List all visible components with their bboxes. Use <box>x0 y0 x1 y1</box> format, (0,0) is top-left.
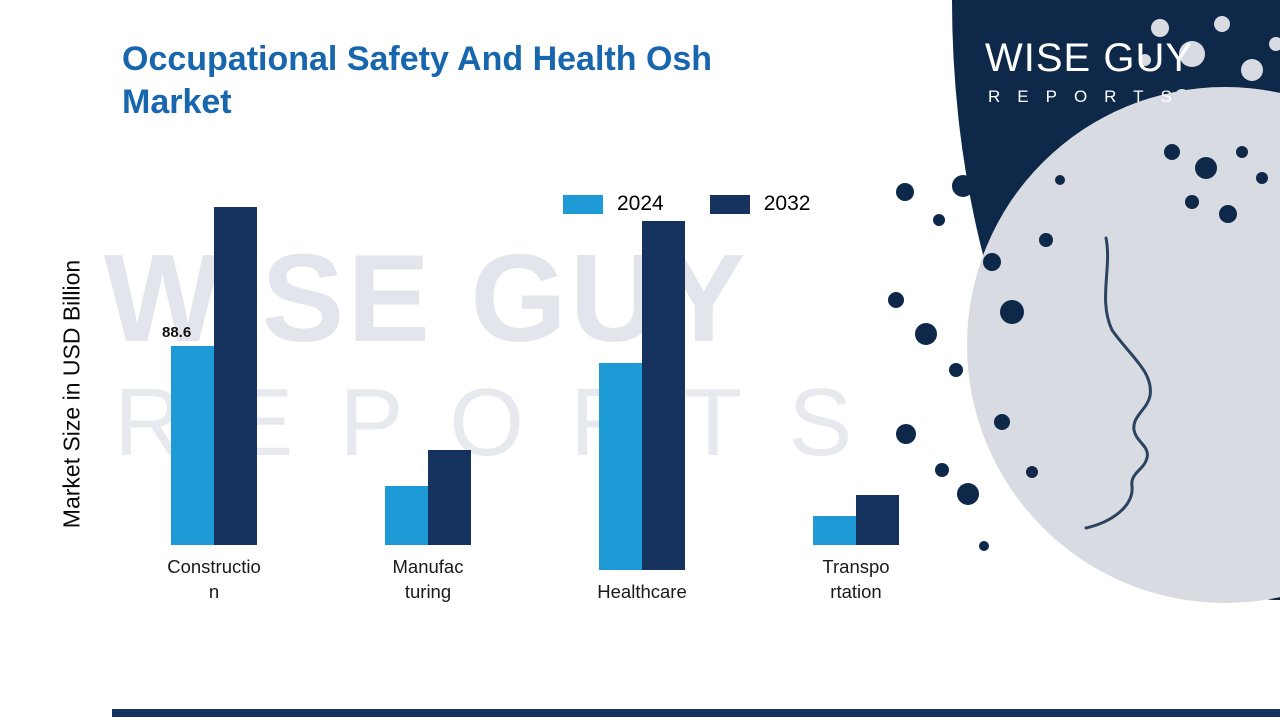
bar-chart: 88.6 Constructio n Manufac turing Healthcare T… <box>139 207 931 604</box>
category-label-healthcare: Healthcare <box>597 580 687 602</box>
bar-2032-manufacturing <box>428 450 471 546</box>
bar-pair: 88.6 <box>162 185 257 546</box>
bar-2032-construction <box>214 207 257 546</box>
bar-2024-healthcare <box>599 362 642 570</box>
category-label-construction: Constructio n <box>167 556 261 602</box>
legend-swatch-2024 <box>563 194 603 214</box>
chart-title: Occupational Safety And Health Osh Marke… <box>122 40 713 121</box>
face-profile-line <box>1084 236 1152 530</box>
legend-item-2024: 2024 <box>563 192 664 216</box>
bar-2024-manufacturing <box>385 486 428 546</box>
legend-label-2024: 2024 <box>617 192 664 215</box>
bar-group-transportation: Transpo rtation <box>781 185 931 604</box>
bar-2032-healthcare <box>642 220 685 570</box>
bar-2032-transportation <box>856 495 899 546</box>
legend: 2024 2032 <box>563 192 810 216</box>
category-label-transportation: Transpo rtation <box>822 556 890 602</box>
bar-group-healthcare: Healthcare <box>567 210 717 604</box>
bar-group-manufacturing: Manufac turing <box>353 185 503 604</box>
bar-value-label: 88.6 <box>162 324 192 342</box>
legend-label-2032: 2032 <box>763 192 811 215</box>
category-label-manufacturing: Manufac turing <box>392 556 464 602</box>
y-axis-label: Market Size in USD Billion <box>58 259 85 529</box>
brand-logo-name: WISE GUY <box>985 36 1194 80</box>
bar-2024-transportation <box>813 516 856 546</box>
bottom-accent-bar <box>112 709 1280 717</box>
brand-panel-shape <box>952 0 1280 600</box>
bar-pair <box>813 185 899 546</box>
head-profile-circle <box>967 87 1280 603</box>
bar-2024-construction: 88.6 <box>162 324 214 546</box>
legend-item-2032: 2032 <box>709 192 811 216</box>
bar-pair <box>599 210 685 570</box>
bar-pair <box>385 185 471 546</box>
brand-logo: WISE GUY REPORTS <box>985 36 1193 107</box>
brand-logo-sub: REPORTS <box>988 87 1189 106</box>
legend-swatch-2032 <box>709 194 750 214</box>
bar-group-construction: 88.6 Constructio n <box>139 185 289 604</box>
